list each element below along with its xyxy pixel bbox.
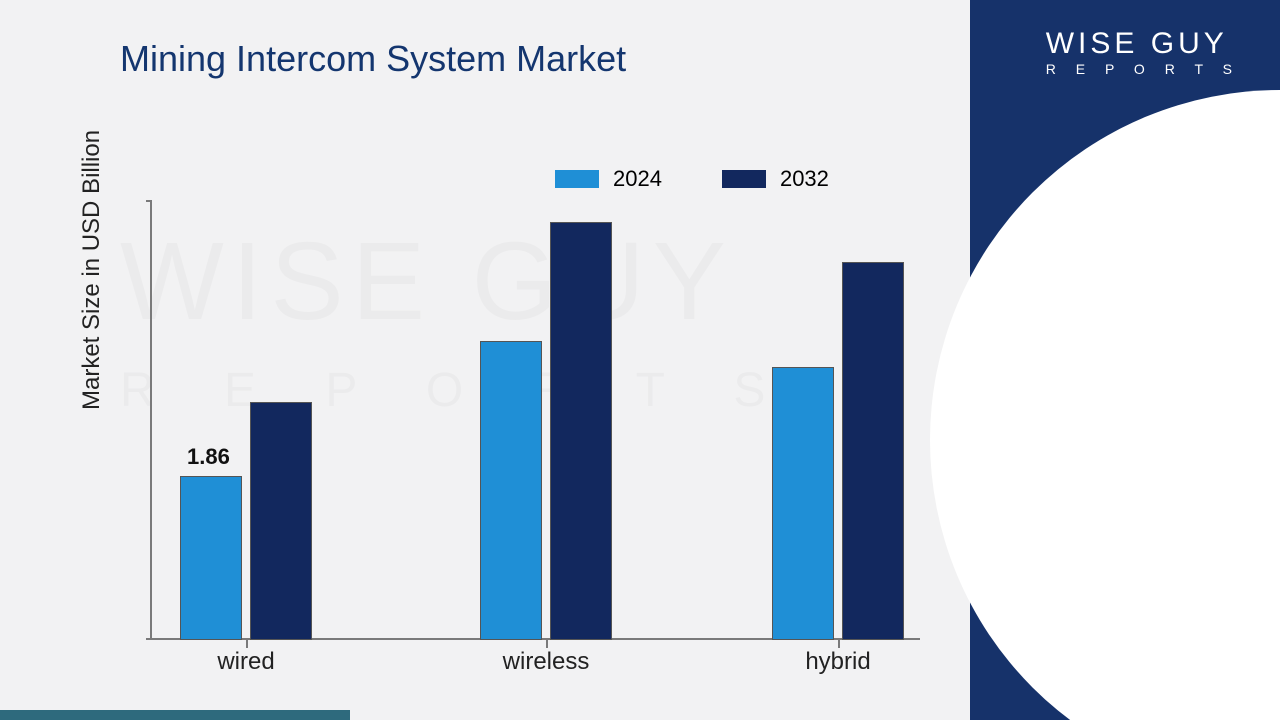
y-axis-line (150, 200, 152, 640)
logo-main-text: WISE GUY (1046, 27, 1228, 60)
x-axis-category-label: wireless (414, 640, 678, 676)
chart-canvas: Mining Intercom System Market WISE GUY R… (0, 0, 1280, 720)
chart-plot-area: 1.86wiredwirelesshybrid (150, 200, 920, 640)
bar (180, 476, 242, 640)
x-axis-category-label: hybrid (706, 640, 970, 676)
brand-logo: WISE GUY R E P O R T S (1046, 28, 1240, 76)
legend-label: 2032 (780, 166, 829, 192)
chart-legend: 2024 2032 (555, 166, 889, 194)
y-axis-label: Market Size in USD Billion (78, 130, 106, 410)
legend-swatch (722, 170, 766, 188)
bar (842, 262, 904, 640)
legend-item: 2024 (555, 166, 662, 192)
legend-swatch (555, 170, 599, 188)
bar (480, 341, 542, 640)
bar (772, 367, 834, 640)
logo-sub-text: R E P O R T S (1046, 62, 1240, 77)
bar-data-label: 1.86 (187, 444, 230, 470)
chart-title: Mining Intercom System Market (120, 38, 626, 80)
legend-item: 2032 (722, 166, 829, 192)
bar (550, 222, 612, 640)
y-tick (146, 200, 152, 202)
bar (250, 402, 312, 640)
right-panel (970, 0, 1280, 720)
legend-label: 2024 (613, 166, 662, 192)
bottom-accent-bar (0, 710, 350, 720)
decorative-circle (930, 90, 1280, 720)
x-axis-category-label: wired (114, 640, 378, 676)
